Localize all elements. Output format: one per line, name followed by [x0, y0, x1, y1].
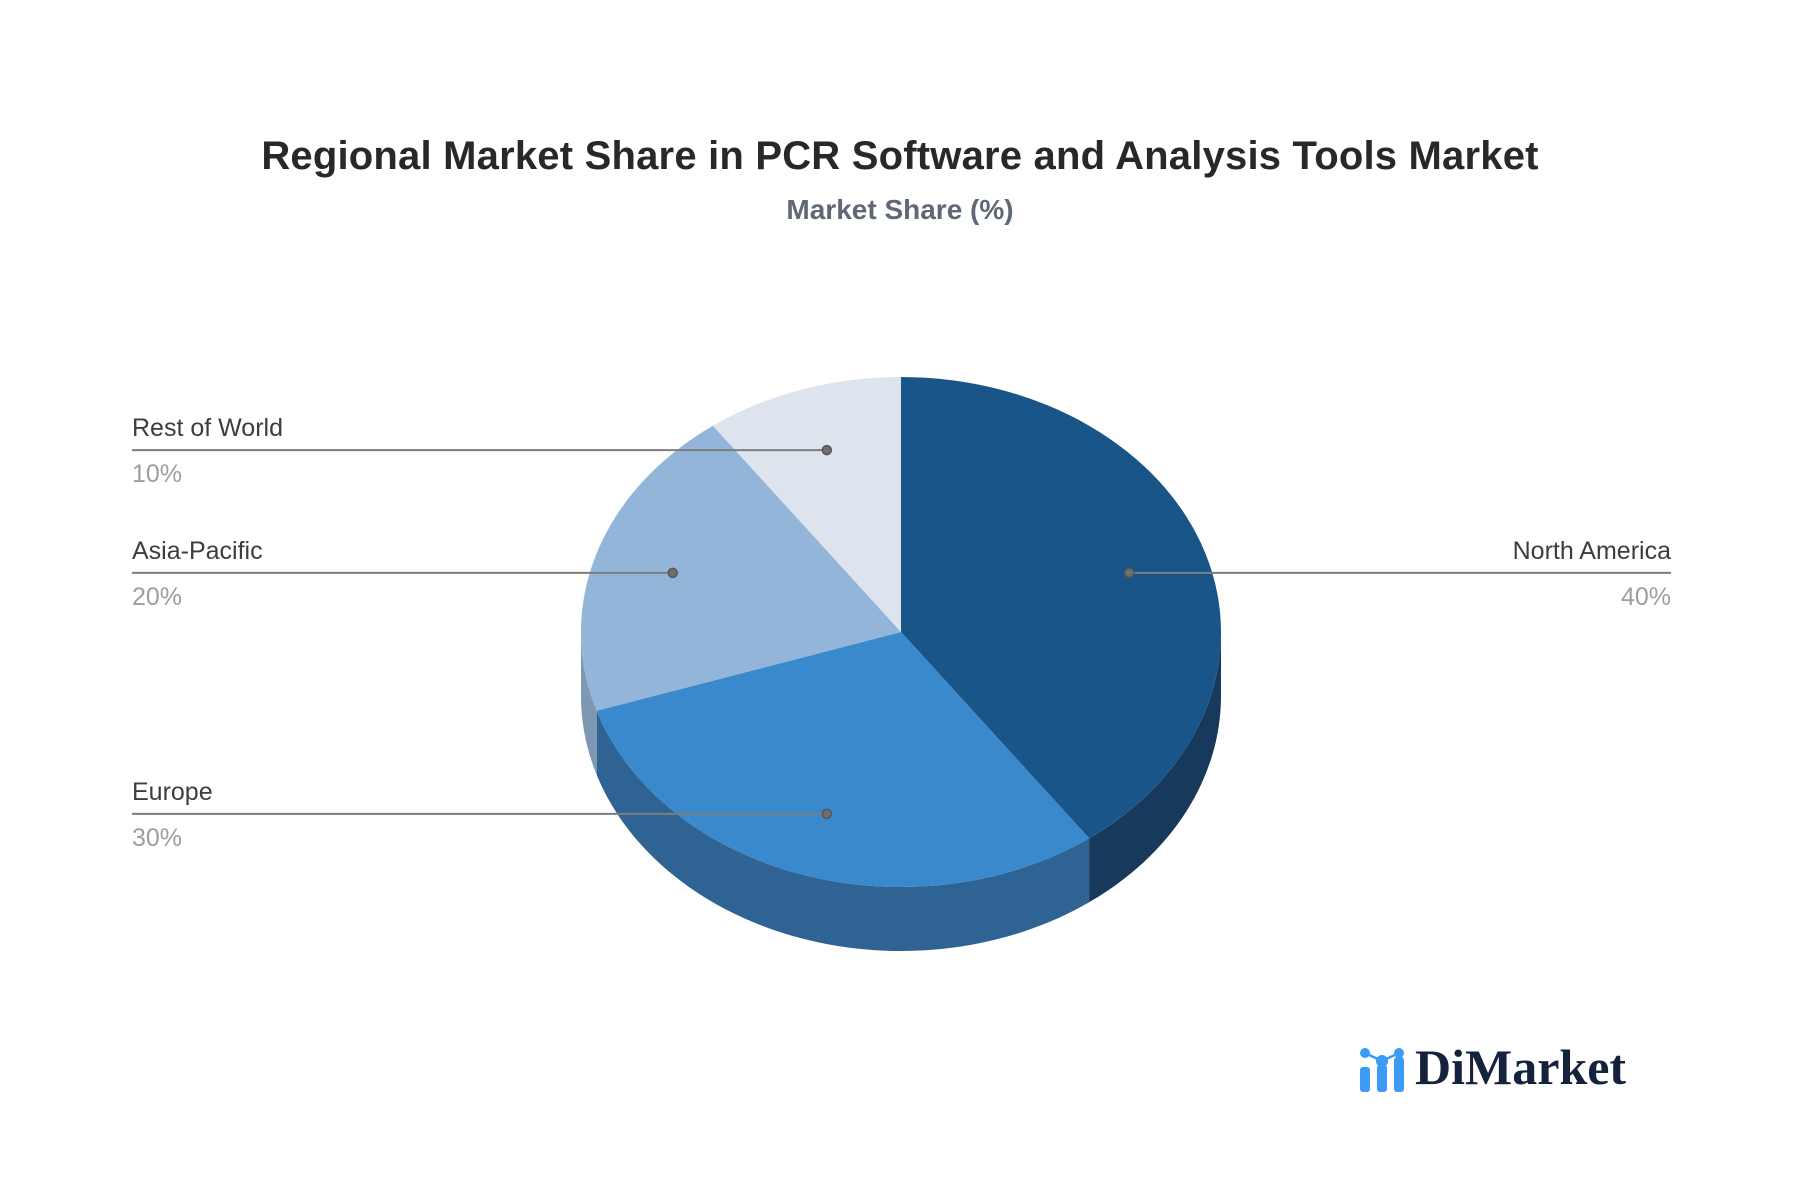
pie-side-north-america — [1089, 632, 1221, 903]
logo-bar — [1377, 1065, 1387, 1092]
callout-rest-of-world: Rest of World 10% — [132, 413, 283, 489]
pie-slice-rest-of-world — [712, 377, 901, 632]
callout-europe: Europe 30% — [132, 777, 213, 853]
bar-line-chart-logo-icon — [1360, 1048, 1404, 1092]
dimarket-watermark: DiMarket — [1360, 1036, 1626, 1092]
chart-title: Regional Market Share in PCR Software an… — [261, 134, 1539, 178]
brand-name: DiMarket — [1415, 1039, 1627, 1095]
leader-dot-asia-pacific — [667, 567, 678, 579]
logo-bar — [1360, 1067, 1370, 1092]
leader-dot-north-america — [1124, 567, 1135, 579]
callout-asia-pacific: Asia-Pacific 20% — [132, 536, 263, 612]
pie-slice-north-america — [901, 377, 1221, 839]
pie-side-europe — [596, 710, 1090, 951]
pie-slice-asia-pacific — [581, 425, 901, 711]
logo-dot — [1360, 1048, 1370, 1058]
pie-slice-europe — [596, 632, 1090, 888]
pie-side-asia-pacific — [581, 632, 597, 775]
logo-bar — [1394, 1057, 1404, 1092]
slice-value: 10% — [132, 460, 183, 489]
leader-dot-rest-of-world — [821, 444, 833, 456]
slice-value: 20% — [132, 582, 183, 611]
chart-subtitle: Market Share (%) — [786, 194, 1014, 225]
leader-dot-europe — [821, 808, 833, 820]
slice-label: Europe — [132, 777, 213, 806]
callout-north-america: North America 40% — [1513, 536, 1671, 612]
slice-label: Rest of World — [132, 414, 283, 443]
slice-label: Asia-Pacific — [132, 536, 263, 565]
slice-label: North America — [1512, 536, 1671, 565]
slice-value: 40% — [1620, 582, 1671, 611]
logo-dot — [1394, 1048, 1404, 1058]
logo-dot — [1376, 1055, 1388, 1067]
slice-value: 30% — [132, 823, 183, 852]
